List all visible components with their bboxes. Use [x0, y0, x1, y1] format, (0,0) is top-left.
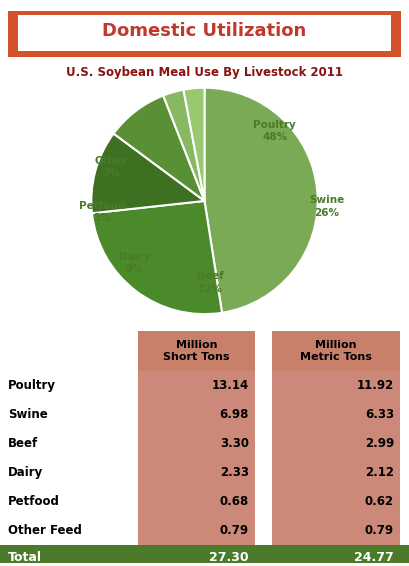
Bar [138, 516, 255, 545]
Bar [138, 371, 255, 400]
Text: 27.30: 27.30 [209, 551, 249, 564]
Bar [272, 487, 400, 516]
Text: Dairy: Dairy [8, 466, 43, 479]
Text: Petfood
3%: Petfood 3% [79, 201, 126, 224]
Polygon shape [18, 15, 391, 52]
Text: 2.99: 2.99 [365, 437, 394, 450]
Text: 3.30: 3.30 [220, 437, 249, 450]
Text: Swine: Swine [8, 408, 48, 421]
Text: 2.33: 2.33 [220, 466, 249, 479]
Bar [0, 545, 409, 566]
Text: Domestic Utilization: Domestic Utilization [102, 22, 306, 40]
Text: Million
Short Tons: Million Short Tons [163, 340, 230, 362]
Text: 24.77: 24.77 [354, 551, 394, 564]
Wedge shape [114, 96, 204, 201]
Bar [272, 400, 400, 429]
Text: Swine
26%: Swine 26% [309, 195, 344, 218]
Text: Beef: Beef [8, 437, 38, 450]
Text: Poultry: Poultry [8, 379, 56, 392]
Bar [272, 429, 400, 458]
Text: Other
3%: Other 3% [95, 156, 128, 178]
Bar [138, 331, 255, 371]
Wedge shape [204, 88, 318, 313]
Bar [272, 331, 400, 371]
Polygon shape [8, 11, 401, 57]
Text: 0.62: 0.62 [365, 495, 394, 508]
Text: U.S. Soybean Meal Use By Livestock 2011: U.S. Soybean Meal Use By Livestock 2011 [66, 66, 343, 79]
Wedge shape [163, 89, 204, 201]
Text: 0.79: 0.79 [365, 524, 394, 537]
Text: 6.98: 6.98 [220, 408, 249, 421]
Bar [138, 458, 255, 487]
Text: Dairy
9%: Dairy 9% [119, 252, 150, 275]
Text: 2.12: 2.12 [365, 466, 394, 479]
Text: Million
Metric Tons: Million Metric Tons [300, 340, 372, 362]
Bar [272, 458, 400, 487]
Text: 0.68: 0.68 [220, 495, 249, 508]
Text: Other Feed: Other Feed [8, 524, 82, 537]
Text: Total: Total [8, 551, 42, 564]
Text: 0.79: 0.79 [220, 524, 249, 537]
Text: 6.33: 6.33 [365, 408, 394, 421]
Text: 13.14: 13.14 [212, 379, 249, 392]
Bar [272, 371, 400, 400]
Text: 11.92: 11.92 [357, 379, 394, 392]
Wedge shape [184, 88, 204, 201]
Bar [138, 487, 255, 516]
Text: Beef
12%: Beef 12% [197, 271, 224, 294]
Bar [138, 429, 255, 458]
Text: Poultry
48%: Poultry 48% [253, 119, 296, 142]
Bar [138, 400, 255, 429]
Wedge shape [91, 134, 204, 213]
Bar [272, 516, 400, 545]
Text: Petfood: Petfood [8, 495, 60, 508]
Wedge shape [92, 201, 222, 314]
